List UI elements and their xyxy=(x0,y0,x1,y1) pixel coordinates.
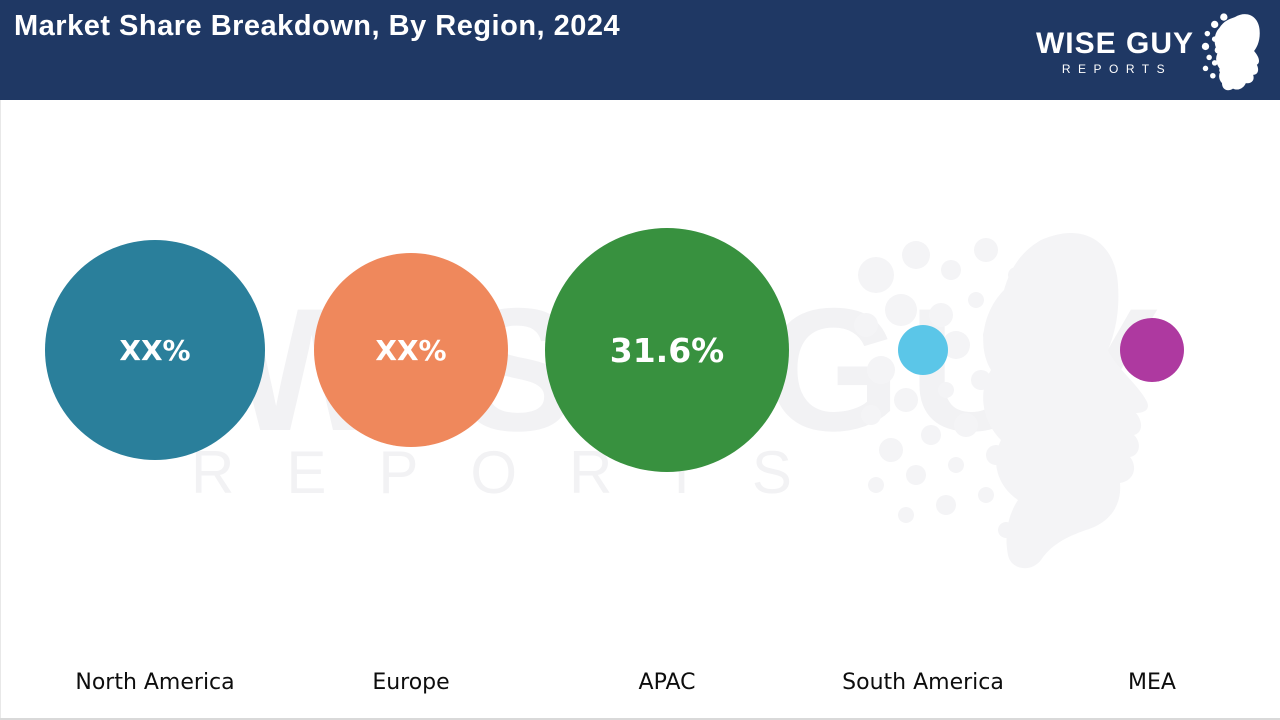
bubble-mea xyxy=(1120,318,1184,382)
category-label-mea: MEA xyxy=(1128,670,1176,695)
brand-name: WISE GUY xyxy=(1035,26,1194,60)
brand-logo-text: WISE GUY REPORTS xyxy=(1036,27,1194,76)
category-label-apac: APAC xyxy=(638,670,696,695)
bubble-value-north-america: XX% xyxy=(119,333,191,367)
category-label-europe: Europe xyxy=(372,670,450,695)
brand-logo: WISE GUY REPORTS xyxy=(1036,8,1266,94)
chart-area: WISE GUY REPORTS XX%XX%31.6% North Ameri… xyxy=(0,100,1280,718)
bubble-value-europe: XX% xyxy=(375,333,447,367)
bubble-value-apac: 31.6% xyxy=(609,330,725,370)
bubble-apac: 31.6% xyxy=(545,228,789,472)
page-title: Market Share Breakdown, By Region, 2024 xyxy=(14,10,621,42)
bubble-north-america: XX% xyxy=(45,240,265,460)
bubble-south-america xyxy=(898,325,948,375)
category-label-south-america: South America xyxy=(842,670,1004,695)
bottom-border xyxy=(0,718,1280,720)
category-label-north-america: North America xyxy=(75,670,235,695)
brand-face-icon xyxy=(1201,13,1260,91)
header-bar: Market Share Breakdown, By Region, 2024 … xyxy=(0,0,1280,100)
watermark-subtitle-text: REPORTS xyxy=(191,439,844,506)
bubble-europe: XX% xyxy=(314,253,508,447)
watermark-face-icon xyxy=(854,232,1148,569)
brand-subtitle: REPORTS xyxy=(1061,61,1173,76)
